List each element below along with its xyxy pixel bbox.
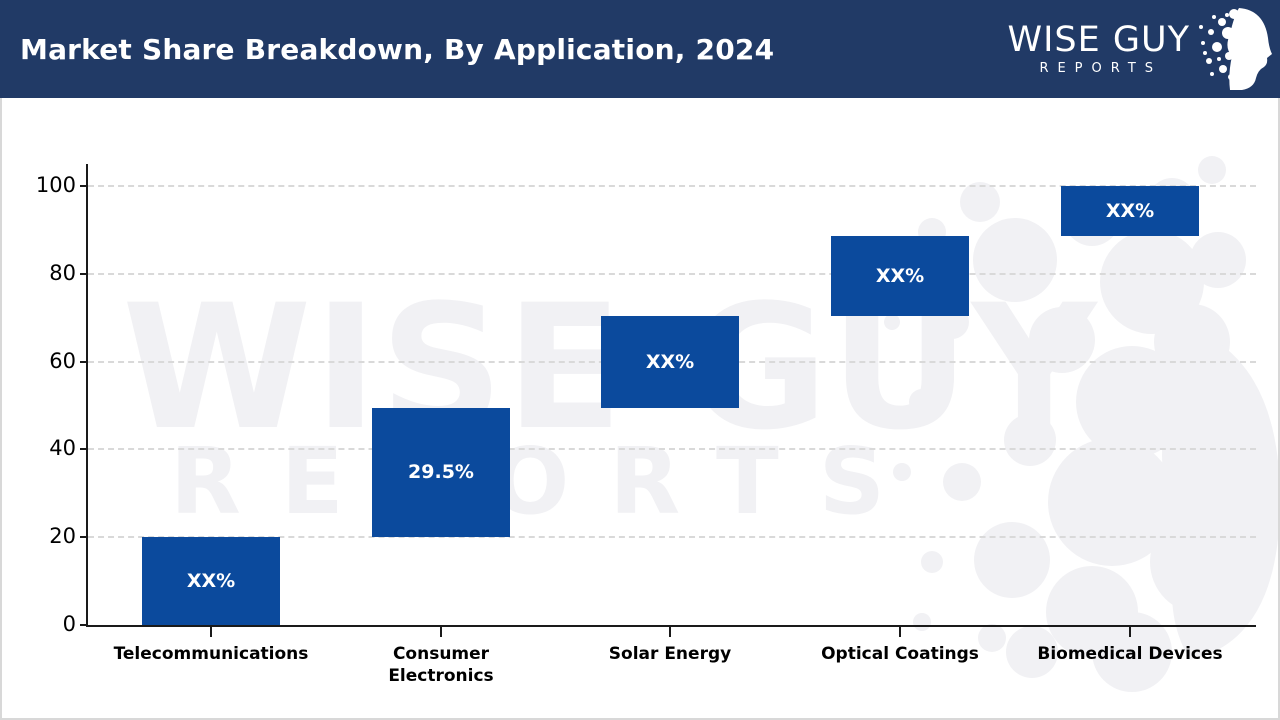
gridline-y80 <box>88 272 1256 275</box>
brand-logo-text: WISE GUY REPORTS <box>1007 20 1190 76</box>
y-tick-mark <box>80 536 88 539</box>
x-tick-mark <box>899 627 901 637</box>
bar-optical-coatings: XX% <box>831 236 969 316</box>
x-category-label: Biomedical Devices <box>1037 644 1223 664</box>
page-title: Market Share Breakdown, By Application, … <box>20 32 775 66</box>
watermark-head-icon <box>866 156 1280 692</box>
page-border-left <box>0 98 2 720</box>
y-tick-label: 60 <box>49 348 76 373</box>
x-tick-mark <box>210 627 212 637</box>
x-category-label: Telecommunications <box>113 644 309 664</box>
bar-value-label: XX% <box>875 264 925 287</box>
y-tick-label: 100 <box>35 173 76 197</box>
bar-value-label: 29.5% <box>408 461 474 484</box>
y-tick-mark <box>80 272 88 275</box>
brand-logo: WISE GUY REPORTS <box>1007 0 1272 98</box>
bar-value-label: XX% <box>1105 200 1155 223</box>
y-tick-mark <box>80 185 88 187</box>
y-tick-label: 20 <box>49 524 76 549</box>
page-border-bottom <box>0 718 1280 720</box>
gridline-y100 <box>88 185 1256 187</box>
bar-solar-energy: XX% <box>601 315 739 408</box>
x-category-label: Solar Energy <box>608 644 732 664</box>
gridline-y40 <box>88 448 1256 451</box>
y-axis-spine <box>86 164 88 627</box>
x-tick-mark <box>669 627 671 637</box>
bar-biomedical-devices: XX% <box>1061 186 1199 237</box>
y-tick-label: 0 <box>62 612 76 636</box>
y-tick-mark <box>80 448 88 451</box>
brand-subname: REPORTS <box>1039 61 1163 76</box>
x-category-label: Optical Coatings <box>821 644 979 664</box>
y-tick-mark <box>80 360 88 363</box>
x-axis-spine <box>86 625 1256 627</box>
head-profile-icon <box>1199 8 1272 90</box>
bar-value-label: XX% <box>645 350 695 373</box>
x-category-label: Consumer Electronics <box>388 644 494 686</box>
bar-value-label: XX% <box>186 570 236 593</box>
bar-consumer-electronics: 29.5% <box>372 407 510 538</box>
x-tick-mark <box>440 627 442 637</box>
gridline-y20 <box>88 536 1256 539</box>
bar-telecommunications: XX% <box>142 537 280 625</box>
y-tick-label: 80 <box>49 260 76 285</box>
y-tick-mark <box>80 624 88 626</box>
x-tick-mark <box>1129 627 1131 637</box>
page-border-right <box>1278 98 1280 720</box>
header: Market Share Breakdown, By Application, … <box>0 0 1280 98</box>
y-tick-label: 40 <box>49 436 76 461</box>
brand-name: WISE GUY <box>1007 20 1190 60</box>
